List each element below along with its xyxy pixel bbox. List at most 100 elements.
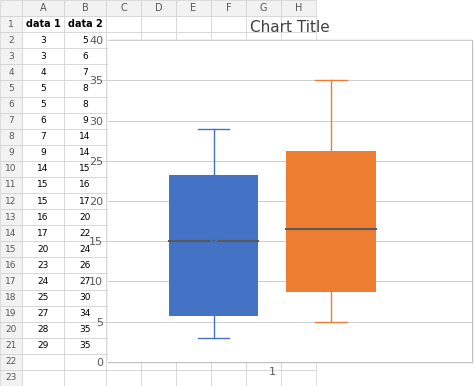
Text: 10: 10 bbox=[5, 164, 17, 173]
Bar bbox=[22, 64, 64, 80]
Text: 14: 14 bbox=[37, 164, 49, 173]
Bar bbox=[246, 48, 281, 64]
Bar bbox=[22, 193, 64, 209]
Bar bbox=[211, 129, 246, 145]
Bar bbox=[141, 80, 176, 96]
Bar bbox=[246, 306, 281, 322]
Bar bbox=[64, 273, 106, 290]
Bar bbox=[176, 209, 211, 225]
Bar bbox=[64, 354, 106, 370]
Bar bbox=[106, 273, 141, 290]
Bar bbox=[211, 145, 246, 161]
Bar bbox=[22, 241, 64, 257]
Bar bbox=[246, 225, 281, 241]
Bar bbox=[106, 145, 141, 161]
Bar bbox=[176, 354, 211, 370]
Text: 15: 15 bbox=[79, 164, 91, 173]
Text: 27: 27 bbox=[79, 277, 91, 286]
Bar bbox=[22, 177, 64, 193]
Text: 8: 8 bbox=[8, 132, 14, 141]
Text: data 1: data 1 bbox=[26, 19, 60, 29]
Text: 5: 5 bbox=[40, 100, 46, 109]
Bar bbox=[0, 80, 22, 96]
Bar bbox=[141, 225, 176, 241]
Text: 7: 7 bbox=[40, 132, 46, 141]
Bar bbox=[106, 225, 141, 241]
Bar bbox=[22, 322, 64, 338]
Bar bbox=[281, 80, 316, 96]
Bar bbox=[0, 257, 22, 273]
Bar bbox=[246, 370, 281, 386]
Bar bbox=[106, 16, 141, 32]
Text: 3: 3 bbox=[40, 52, 46, 61]
Bar bbox=[246, 64, 281, 80]
Bar bbox=[211, 225, 246, 241]
Bar bbox=[246, 354, 281, 370]
Text: 5: 5 bbox=[40, 84, 46, 93]
Bar bbox=[211, 80, 246, 96]
Bar bbox=[141, 290, 176, 306]
Text: 30: 30 bbox=[79, 293, 91, 302]
Bar bbox=[0, 370, 22, 386]
Bar bbox=[246, 96, 281, 113]
Bar bbox=[211, 48, 246, 64]
Bar bbox=[176, 113, 211, 129]
Text: 14: 14 bbox=[5, 229, 17, 238]
Bar bbox=[246, 80, 281, 96]
Bar bbox=[176, 273, 211, 290]
Bar bbox=[246, 257, 281, 273]
Bar bbox=[64, 16, 106, 32]
Text: 16: 16 bbox=[5, 261, 17, 270]
Bar bbox=[246, 338, 281, 354]
Bar bbox=[141, 193, 176, 209]
Bar bbox=[64, 193, 106, 209]
Bar bbox=[176, 241, 211, 257]
Bar bbox=[281, 48, 316, 64]
Text: 22: 22 bbox=[5, 357, 17, 366]
Bar bbox=[141, 177, 176, 193]
Bar bbox=[211, 290, 246, 306]
Text: 13: 13 bbox=[5, 213, 17, 222]
Bar bbox=[176, 370, 211, 386]
Bar bbox=[106, 354, 141, 370]
Text: 5: 5 bbox=[8, 84, 14, 93]
Bar bbox=[246, 241, 281, 257]
Bar bbox=[0, 322, 22, 338]
Text: 4: 4 bbox=[40, 68, 46, 77]
Text: 24: 24 bbox=[37, 277, 49, 286]
Text: 4: 4 bbox=[8, 68, 14, 77]
Text: 17: 17 bbox=[5, 277, 17, 286]
Bar bbox=[22, 48, 64, 64]
Bar bbox=[141, 16, 176, 32]
Bar bbox=[176, 161, 211, 177]
Bar bbox=[246, 290, 281, 306]
Bar bbox=[64, 306, 106, 322]
Bar bbox=[281, 273, 316, 290]
Text: 15: 15 bbox=[37, 196, 49, 205]
Bar bbox=[141, 257, 176, 273]
Bar bbox=[141, 0, 176, 16]
Bar bbox=[176, 145, 211, 161]
Bar bbox=[106, 322, 141, 338]
Bar bbox=[246, 16, 281, 32]
Bar bbox=[281, 290, 316, 306]
Bar bbox=[281, 129, 316, 145]
Bar bbox=[246, 177, 281, 193]
Bar bbox=[106, 257, 141, 273]
Bar bbox=[0, 273, 22, 290]
Bar bbox=[64, 96, 106, 113]
Bar bbox=[22, 209, 64, 225]
Bar bbox=[169, 175, 258, 316]
Bar bbox=[211, 113, 246, 129]
Bar bbox=[22, 306, 64, 322]
Bar bbox=[281, 113, 316, 129]
Bar bbox=[0, 48, 22, 64]
Bar bbox=[22, 161, 64, 177]
Bar bbox=[141, 273, 176, 290]
Bar bbox=[106, 129, 141, 145]
Bar bbox=[106, 0, 141, 16]
Bar bbox=[246, 322, 281, 338]
Bar bbox=[64, 80, 106, 96]
Bar bbox=[0, 290, 22, 306]
Bar bbox=[176, 290, 211, 306]
